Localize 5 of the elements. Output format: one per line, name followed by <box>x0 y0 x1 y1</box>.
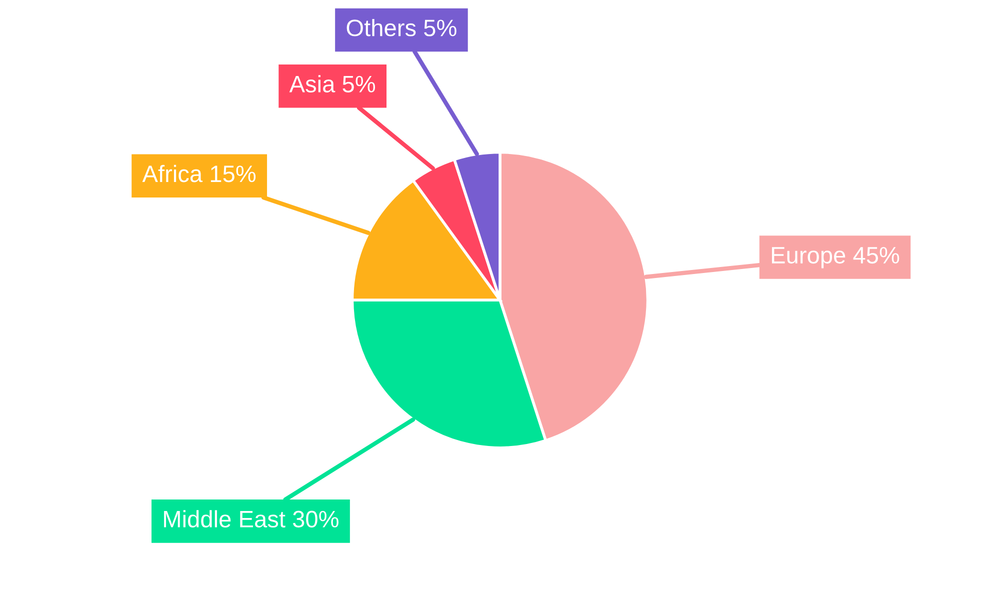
slice-label: Africa 15% <box>142 164 256 182</box>
slice-label: Asia 5% <box>289 75 376 92</box>
slice-label: Others 5% <box>346 18 456 36</box>
slice-label: Middle East 30% <box>164 510 338 528</box>
slice-label: Europe 45% <box>772 246 900 268</box>
